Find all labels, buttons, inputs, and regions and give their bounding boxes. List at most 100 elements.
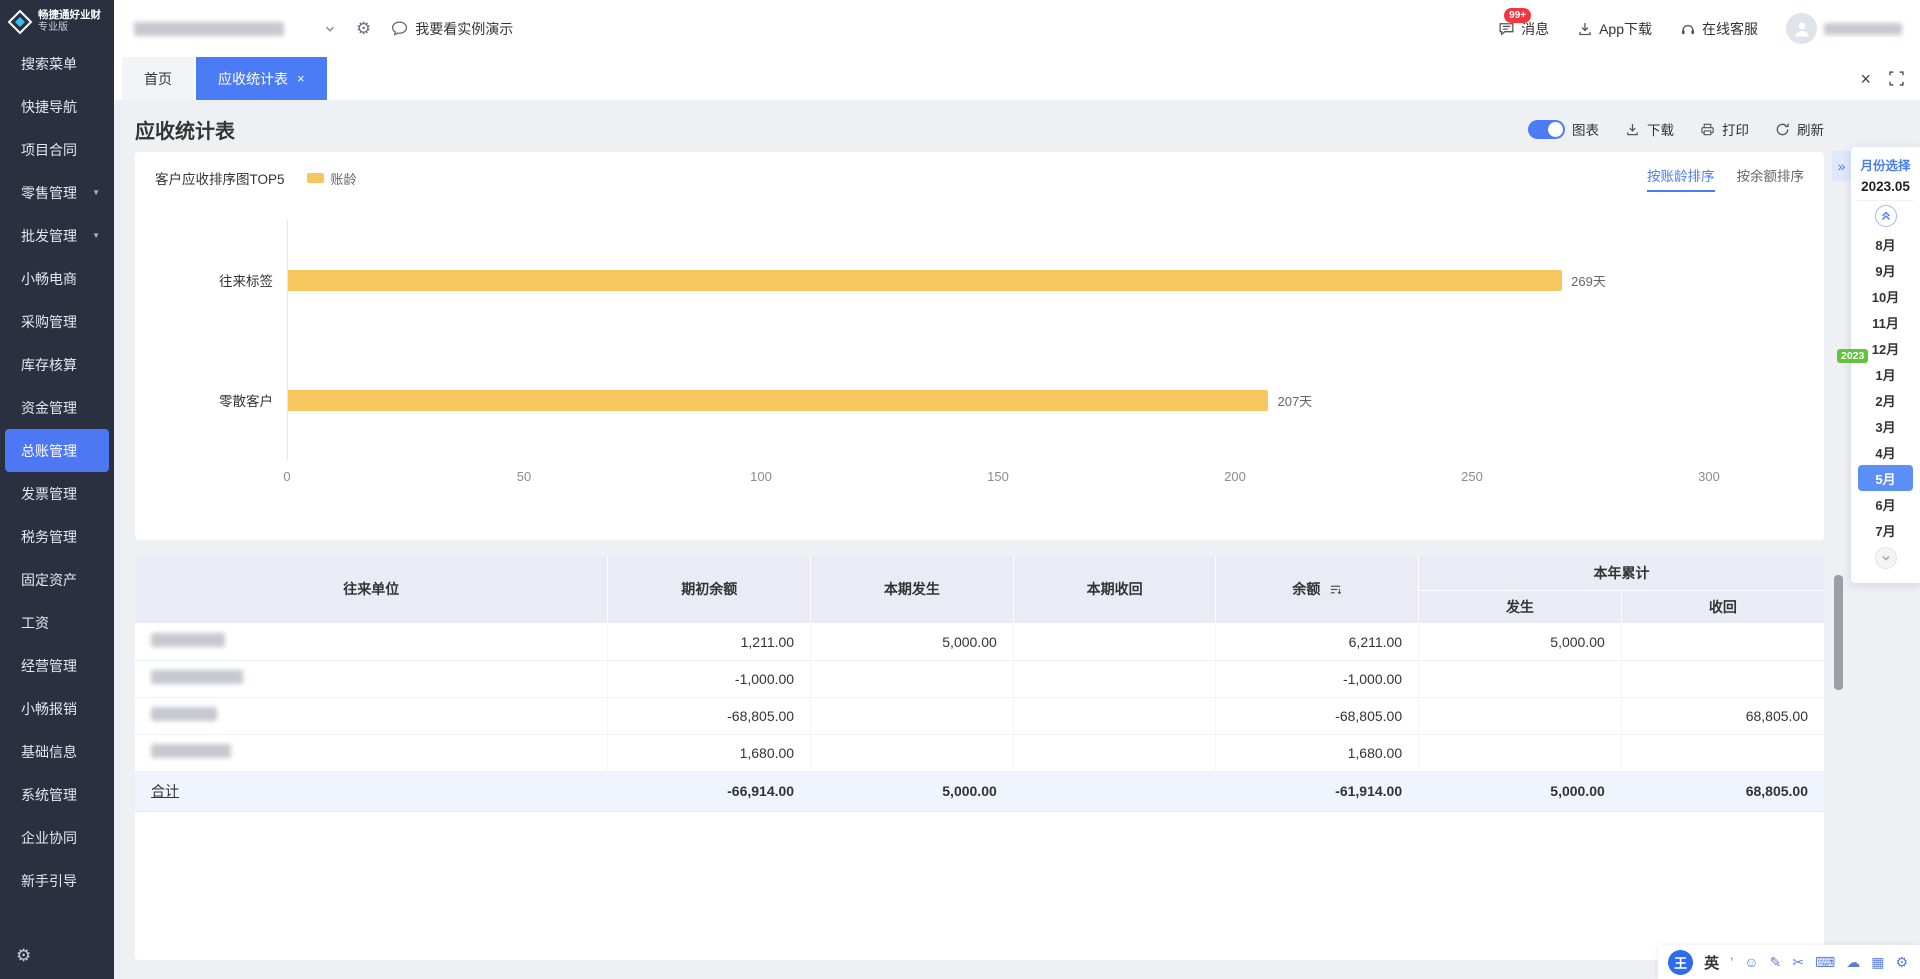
month-item-jan[interactable]: 1月 xyxy=(1875,367,1896,383)
month-item-may-active[interactable]: 5月 xyxy=(1858,465,1913,491)
tab-close-icon[interactable]: × xyxy=(297,71,305,86)
col-header-ytd-received: 收回 xyxy=(1621,590,1824,624)
sidebar-item-operations[interactable]: 经营管理 xyxy=(5,644,109,687)
close-all-icon[interactable]: × xyxy=(1860,68,1871,89)
sort-by-aging-tab[interactable]: 按账龄排序 xyxy=(1647,165,1715,192)
month-item-jun[interactable]: 6月 xyxy=(1875,497,1896,513)
bar-aging-0[interactable] xyxy=(288,269,1563,291)
sidebar-item-label: 经营管理 xyxy=(21,657,77,674)
month-item-nov[interactable]: 11月 xyxy=(1872,315,1899,331)
messages-button[interactable]: 99+ 消息 xyxy=(1498,7,1549,39)
sidebar-item-payroll[interactable]: 工资 xyxy=(5,601,109,644)
download-button[interactable]: 下载 xyxy=(1625,119,1674,139)
sidebar-item-beginner-guide[interactable]: 新手引导 xyxy=(5,859,109,902)
month-item-mar[interactable]: 3月 xyxy=(1875,419,1896,435)
sidebar-item-label: 工资 xyxy=(21,614,49,631)
ime-keyboard-icon[interactable]: ⌨ xyxy=(1814,953,1836,970)
sidebar-item-search-menu[interactable]: 搜索菜单 xyxy=(5,42,109,85)
sidebar-item-ecommerce[interactable]: 小畅电商 xyxy=(5,257,109,300)
ime-punctuation-icon[interactable]: ’ xyxy=(1730,954,1734,970)
month-item-jul[interactable]: 7月 xyxy=(1875,523,1896,539)
page-toolbar: 图表 下载 打印 刷新 xyxy=(1528,119,1824,139)
speech-bubble-icon xyxy=(392,21,408,36)
sidebar-item-general-ledger[interactable]: 总账管理 xyxy=(5,429,109,472)
ime-language-mode[interactable]: 英 xyxy=(1704,954,1720,972)
total-current-cell: 5,000.00 xyxy=(810,771,1014,812)
sidebar-item-enterprise-collab[interactable]: 企业协同 xyxy=(5,816,109,859)
avatar xyxy=(1786,13,1817,44)
header-gear-icon[interactable]: ⚙ xyxy=(356,18,372,38)
tab-receivable-statistics[interactable]: 应收统计表 × xyxy=(196,57,327,100)
month-item-aug[interactable]: 8月 xyxy=(1875,237,1896,253)
sidebar-item-expense[interactable]: 小畅报销 xyxy=(5,687,109,730)
ytd-received-cell xyxy=(1621,734,1824,772)
ime-emoji-icon[interactable]: ☺ xyxy=(1744,954,1759,970)
aging-legend-swatch-icon xyxy=(306,173,324,183)
unit-cell xyxy=(135,734,609,772)
month-item-sep[interactable]: 9月 xyxy=(1875,263,1896,279)
sidebar-item-label: 小畅报销 xyxy=(21,700,77,717)
tab-home[interactable]: 首页 xyxy=(122,57,194,100)
sidebar-item-inventory[interactable]: 库存核算 xyxy=(5,343,109,386)
download-icon xyxy=(1579,22,1591,35)
scrollbar-thumb[interactable] xyxy=(1834,575,1843,690)
demo-link[interactable]: 我要看实例演示 xyxy=(391,19,513,39)
sidebar-item-purchasing[interactable]: 采购管理 xyxy=(5,300,109,343)
sidebar-item-system-mgmt[interactable]: 系统管理 xyxy=(5,773,109,816)
sidebar-item-retail-mgmt[interactable]: 零售管理 ▼ xyxy=(5,171,109,214)
content-scrollbar[interactable] xyxy=(1834,190,1843,951)
unit-cell xyxy=(135,623,609,661)
sidebar-item-wholesale-mgmt[interactable]: 批发管理 ▼ xyxy=(5,214,109,257)
ime-screenshot-icon[interactable]: ✂ xyxy=(1792,953,1804,970)
scroll-months-down-button[interactable] xyxy=(1874,547,1897,569)
month-item-oct[interactable]: 10月 xyxy=(1871,289,1900,305)
app-download-button[interactable]: App下载 xyxy=(1577,19,1652,39)
sort-by-balance-tab[interactable]: 按余额排序 xyxy=(1736,168,1805,184)
refresh-button[interactable]: 刷新 xyxy=(1775,119,1824,139)
month-item-dec[interactable]: 12月 xyxy=(1871,341,1900,357)
balance-cell: -1,000.00 xyxy=(1215,660,1420,698)
user-menu[interactable] xyxy=(1786,13,1902,44)
organization-selector[interactable] xyxy=(134,21,336,36)
print-button[interactable]: 打印 xyxy=(1700,119,1749,139)
sidebar-item-base-info[interactable]: 基础信息 xyxy=(5,730,109,773)
main-area: ⚙ 我要看实例演示 99+ 消息 App下载 在线客服 xyxy=(114,0,1920,979)
ime-logo[interactable]: 王 xyxy=(1668,949,1694,975)
month-item-feb[interactable]: 2月 xyxy=(1875,393,1896,409)
ytd-occurred-cell xyxy=(1418,734,1622,772)
x-axis-tick: 200 xyxy=(1224,469,1246,484)
ime-toolbox-icon[interactable]: ▦ xyxy=(1871,953,1885,970)
ime-handwriting-icon[interactable]: ✎ xyxy=(1769,953,1782,970)
scroll-months-up-button[interactable] xyxy=(1874,205,1897,227)
table-row[interactable]: 1,680.00 1,680.00 xyxy=(135,734,1824,772)
sidebar-item-invoices[interactable]: 发票管理 xyxy=(5,472,109,515)
sidebar-item-tax[interactable]: 税务管理 xyxy=(5,515,109,558)
table-row[interactable]: -1,000.00 -1,000.00 xyxy=(135,660,1824,698)
sidebar-item-fixed-assets[interactable]: 固定资产 xyxy=(5,558,109,601)
sort-icon[interactable] xyxy=(1329,583,1342,596)
current-occurred-cell: 5,000.00 xyxy=(810,623,1014,661)
ime-settings-icon[interactable]: ⚙ xyxy=(1895,953,1908,970)
opening-balance-cell: -68,805.00 xyxy=(607,697,812,735)
toggle-switch-on[interactable] xyxy=(1528,119,1565,139)
online-support-button[interactable]: 在线客服 xyxy=(1680,19,1758,39)
fullscreen-icon[interactable] xyxy=(1889,71,1904,86)
collapse-panel-button[interactable]: » xyxy=(1832,151,1851,181)
sidebar-item-project-contract[interactable]: 项目合同 xyxy=(5,128,109,171)
month-item-apr[interactable]: 4月 xyxy=(1875,445,1896,461)
sidebar: 畅捷通好业财 专业版 搜索菜单 快捷导航 项目合同 零售管理 ▼ 批发管理 ▼ 小畅… xyxy=(0,0,114,979)
table-row[interactable]: 1,211.00 5,000.00 6,211.00 5,000.00 xyxy=(135,623,1824,661)
tab-bar-actions: × xyxy=(1860,57,1920,100)
ime-cloud-icon[interactable]: ☁ xyxy=(1846,953,1861,970)
table-row[interactable]: -68,805.00 -68,805.00 68,805.00 xyxy=(135,697,1824,735)
redacted-username xyxy=(1824,22,1902,35)
current-received-cell xyxy=(1013,697,1217,735)
sidebar-item-funds[interactable]: 资金管理 xyxy=(5,386,109,429)
current-occurred-cell xyxy=(810,660,1014,698)
sidebar-item-quick-nav[interactable]: 快捷导航 xyxy=(5,85,109,128)
balance-cell: -68,805.00 xyxy=(1215,697,1420,735)
bar-aging-1[interactable] xyxy=(288,389,1269,411)
chart-toggle[interactable]: 图表 xyxy=(1528,119,1599,139)
current-received-cell xyxy=(1013,660,1217,698)
sidebar-settings-button[interactable]: ⚙ xyxy=(0,933,114,979)
